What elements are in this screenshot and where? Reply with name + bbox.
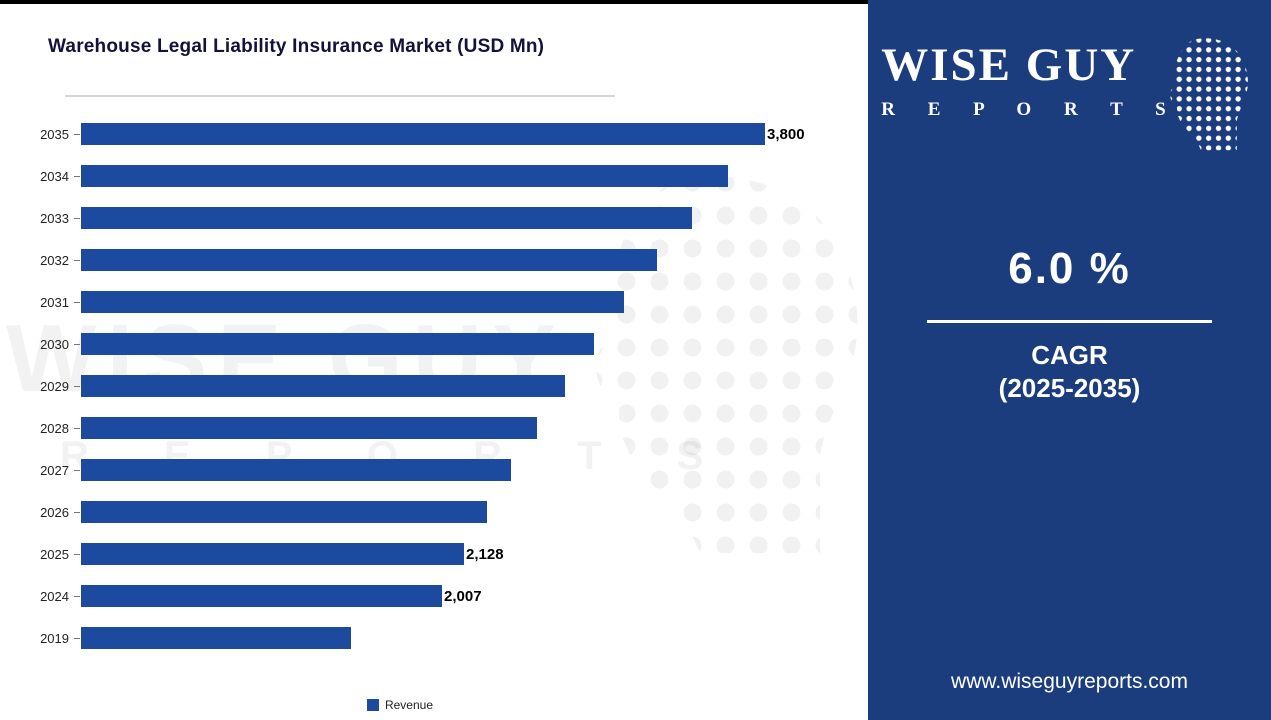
chart-title: Warehouse Legal Liability Insurance Mark… <box>48 36 545 57</box>
year-label: 2024 <box>40 588 69 604</box>
logo-head-icon <box>1169 38 1248 151</box>
year-label: 2031 <box>40 294 69 310</box>
axis-tick <box>74 511 80 513</box>
axis-tick <box>74 217 80 219</box>
axis-tick <box>74 133 80 135</box>
brand-panel: WISE GUY R E P O R T S 6.0 % CAGR (2025-… <box>868 0 1271 720</box>
title-divider <box>65 95 615 97</box>
revenue-bar <box>81 165 728 187</box>
year-label: 2035 <box>40 126 69 142</box>
axis-tick <box>74 343 80 345</box>
bar-row: 2030 <box>0 323 868 365</box>
cagr-label-line2: (2025-2035) <box>998 372 1141 403</box>
legend-swatch <box>366 699 379 711</box>
bar-row: 2033 <box>0 197 868 239</box>
chart-panel: WISE GUY R E P O R T S Warehouse Legal L… <box>0 0 868 712</box>
axis-tick <box>74 637 80 639</box>
year-label: 2034 <box>40 168 69 184</box>
bar-rows: 2035 3,800 2034 2033 2032 2031 2030 2029 2028 202… <box>0 113 868 659</box>
year-label: 2027 <box>40 462 69 478</box>
revenue-bar <box>81 249 657 271</box>
bar-row: 2032 <box>0 239 868 281</box>
year-label: 2030 <box>40 336 69 352</box>
revenue-bar <box>81 501 487 523</box>
bar-value-label: 2,007 <box>444 587 482 605</box>
cagr-divider <box>927 320 1212 323</box>
revenue-bar <box>81 543 464 565</box>
legend: Revenue <box>0 698 800 712</box>
axis-tick <box>74 259 80 261</box>
revenue-bar <box>81 627 351 649</box>
axis-tick <box>74 175 80 177</box>
axis-tick <box>74 427 80 429</box>
revenue-bar <box>81 417 537 439</box>
bar-row: 2024 2,007 <box>0 575 868 617</box>
bar-row: 2027 <box>0 449 868 491</box>
year-label: 2028 <box>40 420 69 436</box>
revenue-bar <box>81 375 565 397</box>
revenue-bar <box>81 291 624 313</box>
year-label: 2025 <box>40 546 69 562</box>
revenue-bar <box>81 123 765 145</box>
axis-tick <box>74 469 80 471</box>
year-label: 2033 <box>40 210 69 226</box>
bar-row: 2035 3,800 <box>0 113 868 155</box>
cagr-label-line1: CAGR <box>1031 340 1108 370</box>
axis-tick <box>74 385 80 387</box>
year-label: 2032 <box>40 252 69 268</box>
cagr-value: 6.0 % <box>1008 244 1131 293</box>
revenue-bar <box>81 207 692 229</box>
bar-row: 2025 2,128 <box>0 533 868 575</box>
website-link[interactable]: www.wiseguyreports.com <box>951 670 1188 693</box>
logo-wordmark: WISE GUY <box>881 39 1137 91</box>
bar-row: 2026 <box>0 491 868 533</box>
bar-row: 2031 <box>0 281 868 323</box>
bar-row: 2019 <box>0 617 868 659</box>
bar-value-label: 3,800 <box>767 125 805 143</box>
logo: WISE GUY R E P O R T S <box>881 38 1258 152</box>
year-label: 2019 <box>40 630 69 646</box>
axis-tick <box>74 553 80 555</box>
bar-row: 2028 <box>0 407 868 449</box>
year-label: 2026 <box>40 504 69 520</box>
bar-value-label: 2,128 <box>466 545 504 563</box>
revenue-bar <box>81 333 594 355</box>
revenue-bar <box>81 459 511 481</box>
logo-subtitle: R E P O R T S <box>881 99 1180 120</box>
axis-tick <box>74 595 80 597</box>
revenue-bar <box>81 585 442 607</box>
legend-label: Revenue <box>384 698 434 712</box>
bar-row: 2029 <box>0 365 868 407</box>
bar-row: 2034 <box>0 155 868 197</box>
year-label: 2029 <box>40 378 69 394</box>
axis-tick <box>74 301 80 303</box>
cagr-label: CAGR (2025-2035) <box>999 339 1141 404</box>
